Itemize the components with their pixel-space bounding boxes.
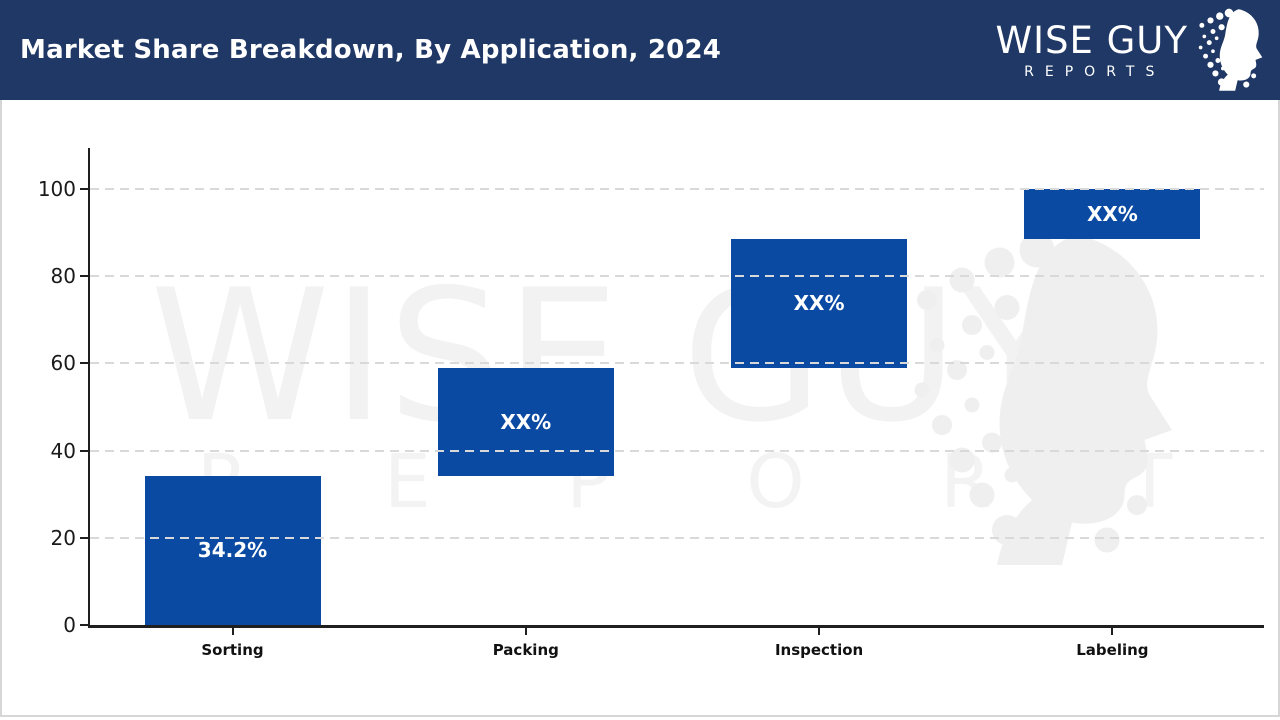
y-tick-label-60: 60 xyxy=(50,351,76,376)
y-tick-20 xyxy=(80,536,88,539)
y-tick-label-40: 40 xyxy=(50,438,76,463)
x-tick-labeling xyxy=(1111,628,1114,635)
x-tick-label-inspection: Inspection xyxy=(774,641,864,659)
gridline-20 xyxy=(90,536,1264,539)
y-tick-60 xyxy=(80,362,88,365)
y-tick-label-0: 0 xyxy=(63,613,76,637)
y-tick-0 xyxy=(80,624,88,626)
x-tick-label-packing: Packing xyxy=(492,641,559,659)
brand-name: WISE GUY xyxy=(995,18,1188,62)
x-axis-spine xyxy=(88,625,1264,628)
bar-value-label: XX% xyxy=(1086,201,1138,226)
y-axis-spine xyxy=(88,148,90,628)
header-bar: Market Share Breakdown, By Application, … xyxy=(0,0,1280,100)
y-tick-40 xyxy=(80,449,88,452)
brand-logo-text: WISE GUY REPORTS xyxy=(996,22,1188,79)
bar-value-label: XX% xyxy=(500,409,552,434)
brand-subname: REPORTS xyxy=(1024,63,1166,80)
bar-inspection: XX% xyxy=(731,238,908,368)
x-tick-packing xyxy=(524,628,527,635)
x-tick-label-labeling: Labeling xyxy=(1076,641,1149,659)
watermark-face-icon xyxy=(914,232,1172,565)
chart-area: WISE GUY R E P O R T S 34.2%XX%XX%XX%020… xyxy=(0,100,1280,717)
y-tick-label-80: 80 xyxy=(50,264,76,289)
bar-value-label: 34.2% xyxy=(197,538,268,563)
bar-labeling: XX% xyxy=(1024,189,1201,239)
brand-logo: WISE GUY REPORTS xyxy=(996,6,1266,94)
gridline-80 xyxy=(90,275,1264,278)
page-title: Market Share Breakdown, By Application, … xyxy=(20,35,722,65)
bar-value-label: XX% xyxy=(793,291,845,316)
y-tick-80 xyxy=(80,275,88,278)
gridline-100 xyxy=(90,188,1264,190)
bar-packing: XX% xyxy=(437,367,614,476)
x-tick-sorting xyxy=(231,628,234,635)
x-tick-inspection xyxy=(818,628,821,635)
gridline-60 xyxy=(90,362,1264,365)
face-dots-icon xyxy=(1198,8,1263,91)
gridline-40 xyxy=(90,449,1264,452)
bar-sorting: 34.2% xyxy=(144,475,321,625)
y-tick-label-100: 100 xyxy=(37,177,76,201)
x-tick-label-sorting: Sorting xyxy=(201,641,264,659)
y-tick-100 xyxy=(80,188,88,190)
y-tick-label-20: 20 xyxy=(50,525,76,550)
